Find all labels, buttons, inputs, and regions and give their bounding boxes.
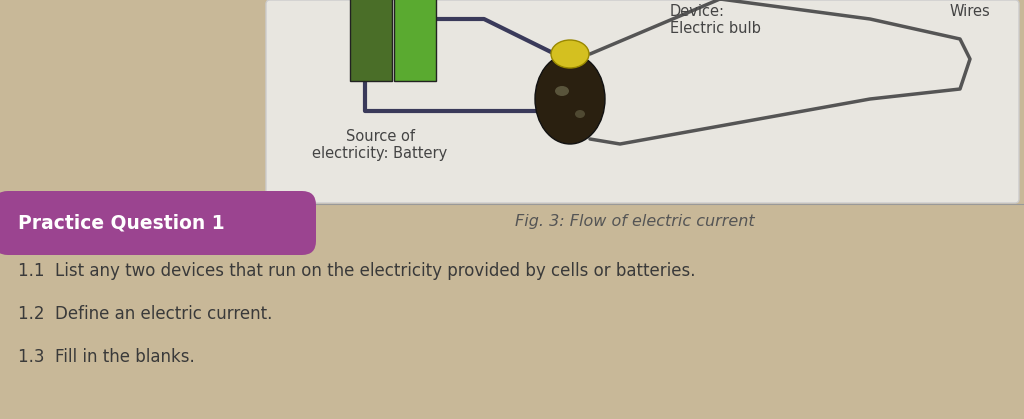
- FancyBboxPatch shape: [266, 0, 1019, 203]
- Text: 1.2  Define an electric current.: 1.2 Define an electric current.: [18, 305, 272, 323]
- FancyBboxPatch shape: [0, 191, 316, 255]
- Text: Fig. 3: Flow of electric current: Fig. 3: Flow of electric current: [515, 214, 755, 229]
- Ellipse shape: [575, 110, 585, 118]
- Ellipse shape: [551, 40, 589, 68]
- Bar: [394, 0, 436, 81]
- Text: 1.3  Fill in the blanks.: 1.3 Fill in the blanks.: [18, 348, 195, 366]
- Text: 1.1  List any two devices that run on the electricity provided by cells or batte: 1.1 List any two devices that run on the…: [18, 262, 695, 280]
- Text: Source of
electricity: Battery: Source of electricity: Battery: [312, 129, 447, 161]
- Text: Wires: Wires: [950, 4, 991, 19]
- Ellipse shape: [555, 86, 569, 96]
- Text: Device:
Electric bulb: Device: Electric bulb: [670, 4, 761, 36]
- Bar: [350, 0, 392, 81]
- Ellipse shape: [535, 54, 605, 144]
- Text: Practice Question 1: Practice Question 1: [18, 214, 224, 233]
